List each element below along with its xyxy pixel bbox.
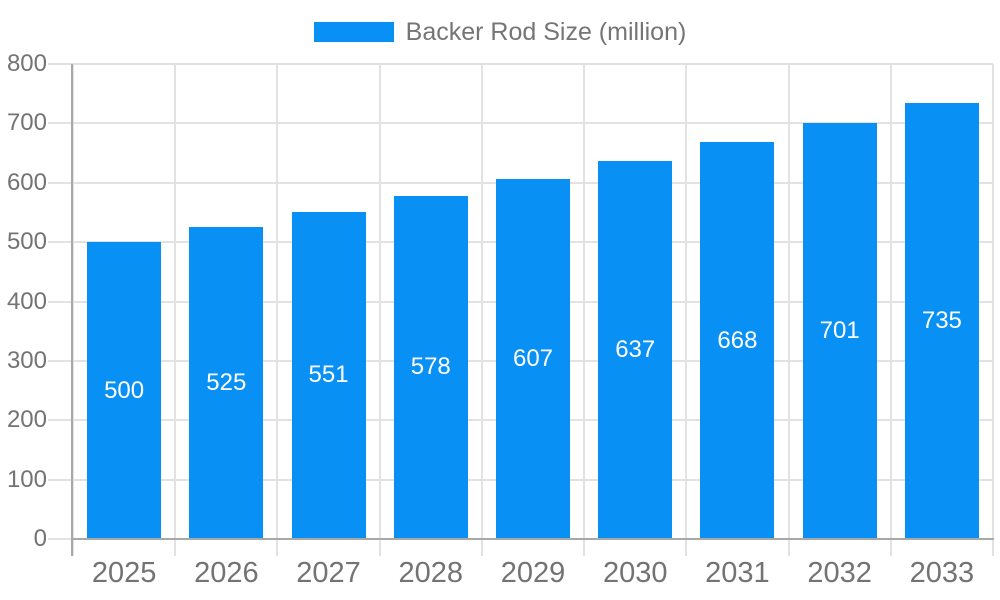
v-gridline: [378, 64, 381, 556]
bar[interactable]: [700, 142, 775, 539]
y-tick: [48, 300, 73, 303]
legend-swatch-icon: [313, 22, 394, 42]
y-tick: [48, 419, 73, 422]
x-tick-label: 2031: [705, 557, 770, 589]
x-tick-label: 2032: [807, 557, 872, 589]
x-tick-label: 2033: [909, 557, 975, 589]
v-gridline: [992, 64, 994, 556]
y-tick: [48, 241, 73, 244]
bar[interactable]: [904, 102, 979, 539]
y-tick: [48, 478, 73, 481]
v-gridline: [276, 64, 279, 556]
x-axis-line: [71, 538, 994, 540]
y-tick: [48, 181, 73, 184]
y-tick: [48, 122, 73, 125]
y-tick-label: 600: [6, 168, 47, 196]
bar[interactable]: [291, 211, 366, 539]
x-tick-label: 2028: [398, 557, 464, 589]
x-tick-label: 2027: [296, 557, 361, 589]
chart-legend[interactable]: Backer Rod Size (million): [0, 18, 1000, 46]
legend-label: Backer Rod Size (million): [405, 18, 687, 46]
bar[interactable]: [598, 160, 673, 539]
v-gridline: [480, 64, 483, 556]
x-tick-label: 2025: [91, 557, 157, 589]
v-gridline: [787, 64, 790, 556]
y-tick-label: 700: [6, 109, 47, 137]
y-tick-label: 800: [6, 50, 47, 77]
y-tick-label: 500: [6, 228, 47, 256]
bar[interactable]: [87, 242, 162, 539]
bar[interactable]: [802, 122, 877, 539]
v-gridline: [583, 64, 586, 556]
y-tick-label: 300: [6, 346, 47, 374]
y-axis-line: [71, 64, 73, 556]
y-tick-label: 400: [6, 287, 47, 315]
y-tick-label: 100: [6, 465, 47, 493]
bar[interactable]: [393, 195, 468, 539]
y-tick: [48, 359, 73, 362]
y-tick-label: 0: [33, 525, 47, 552]
bar[interactable]: [496, 178, 570, 539]
y-tick: [48, 63, 73, 65]
x-tick-label: 2026: [194, 557, 259, 589]
v-gridline: [685, 64, 688, 556]
v-gridline: [889, 64, 892, 556]
h-gridline: [73, 63, 993, 65]
x-tick-label: 2029: [500, 557, 566, 589]
bar[interactable]: [189, 227, 264, 539]
v-gridline: [174, 64, 177, 556]
y-tick: [48, 538, 73, 540]
y-tick-label: 200: [6, 406, 47, 434]
h-gridline: [73, 122, 993, 125]
v-gridline: [72, 64, 74, 556]
x-tick-label: 2030: [602, 557, 668, 589]
